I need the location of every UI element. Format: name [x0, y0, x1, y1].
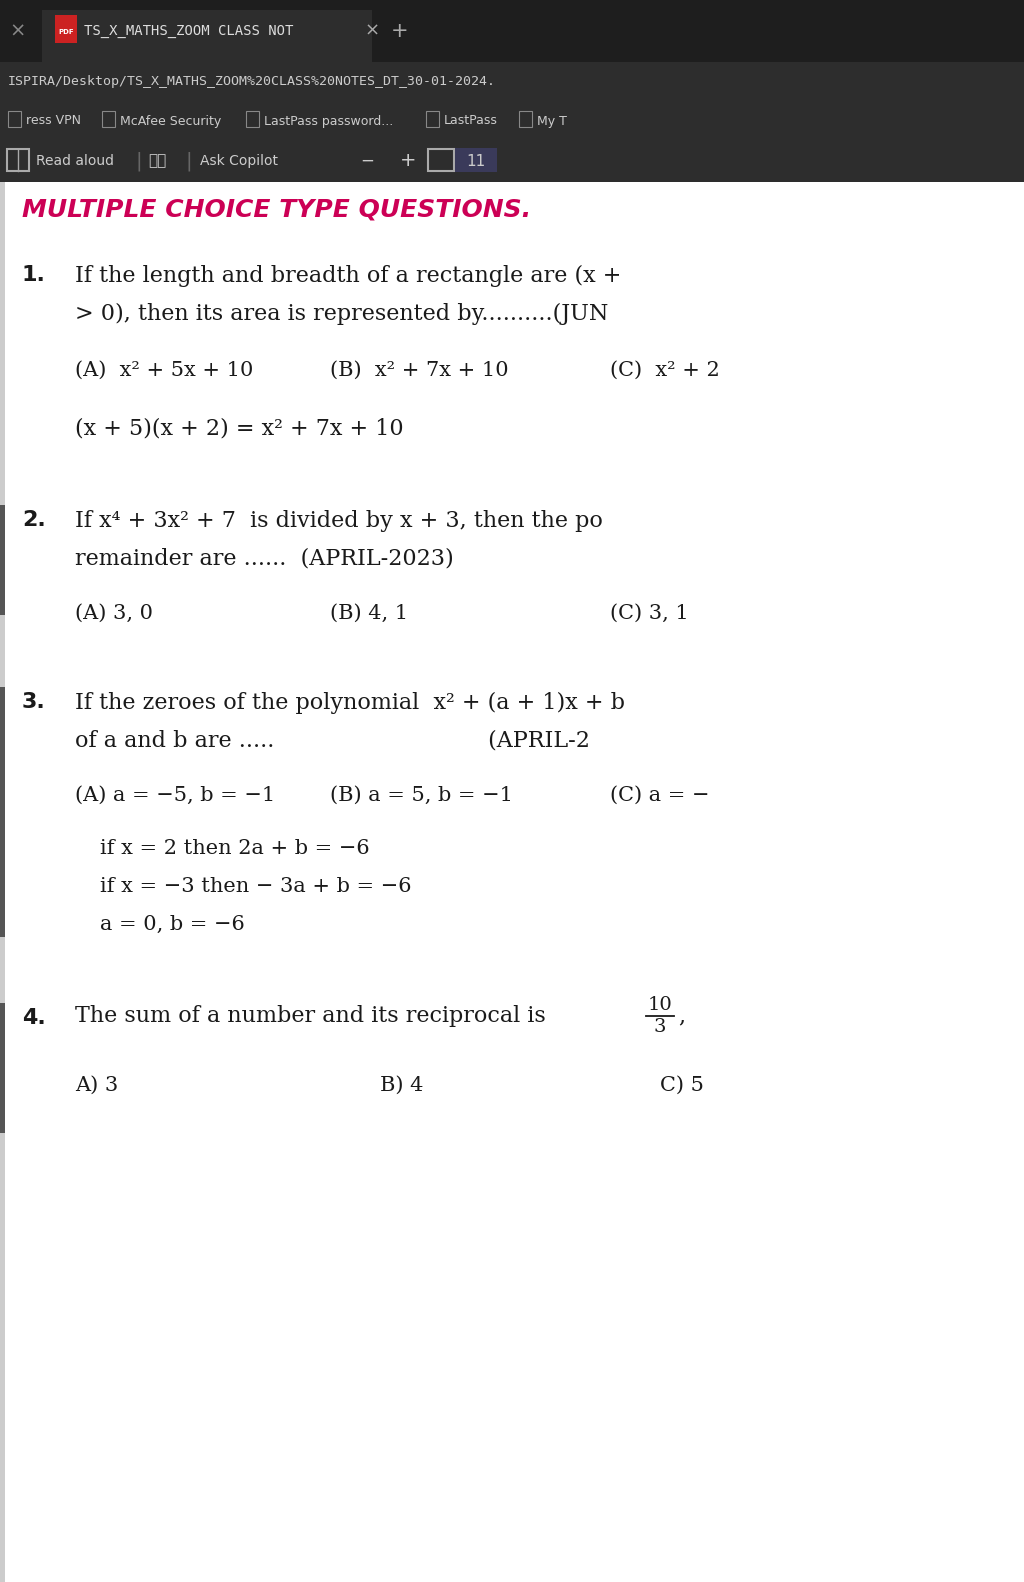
Bar — [0, 62, 1024, 101]
Text: LastPass password...: LastPass password... — [263, 114, 393, 128]
Bar — [246, 111, 259, 127]
Text: (x + 5)(x + 2) = x² + 7x + 10: (x + 5)(x + 2) = x² + 7x + 10 — [75, 418, 403, 438]
Text: ress VPN: ress VPN — [26, 114, 81, 128]
Text: a = 0, b = −6: a = 0, b = −6 — [100, 914, 245, 933]
Text: (B) 4, 1: (B) 4, 1 — [330, 604, 409, 623]
Bar — [519, 111, 532, 127]
Bar — [8, 111, 22, 127]
Bar — [426, 111, 438, 127]
Text: My T: My T — [538, 114, 567, 128]
Text: ×: × — [365, 22, 380, 40]
Text: (A)  x² + 5x + 10: (A) x² + 5x + 10 — [75, 361, 253, 380]
Text: 3.: 3. — [22, 691, 46, 712]
Text: of a and b are .....                              (APRIL-2: of a and b are ..... (APRIL-2 — [75, 729, 590, 751]
Bar — [455, 149, 497, 172]
Bar — [101, 111, 115, 127]
Bar — [0, 182, 1024, 1582]
Text: +: + — [400, 152, 417, 171]
Bar — [0, 1003, 5, 1133]
Bar — [0, 139, 1024, 182]
Text: McAfee Security: McAfee Security — [120, 114, 221, 128]
Text: |: | — [135, 152, 141, 171]
Text: TS_X_MATHS_ZOOM CLASS NOT: TS_X_MATHS_ZOOM CLASS NOT — [84, 24, 293, 38]
Text: Read aloud: Read aloud — [36, 153, 114, 168]
Text: (A) a = −5, b = −1: (A) a = −5, b = −1 — [75, 786, 275, 805]
Bar — [42, 9, 372, 62]
Bar — [519, 111, 532, 127]
Text: if x = −3 then − 3a + b = −6: if x = −3 then − 3a + b = −6 — [100, 876, 412, 895]
Text: 3: 3 — [653, 1017, 667, 1036]
Text: If the zeroes of the polynomial  x² + (a + 1)x + b: If the zeroes of the polynomial x² + (a … — [75, 691, 625, 713]
Text: Ask Copilot: Ask Copilot — [200, 153, 278, 168]
Text: ISPIRA/Desktop/TS_X_MATHS_ZOOM%20CLASS%20NOTES_DT_30-01-2024.: ISPIRA/Desktop/TS_X_MATHS_ZOOM%20CLASS%2… — [8, 76, 496, 89]
Bar — [0, 505, 5, 615]
Text: PDF: PDF — [58, 28, 74, 35]
Text: +: + — [391, 21, 409, 41]
Text: B) 4: B) 4 — [380, 1076, 423, 1095]
Bar — [0, 0, 1024, 62]
Text: 1.: 1. — [22, 266, 46, 285]
Text: −: − — [360, 152, 374, 169]
Text: 4.: 4. — [22, 1008, 46, 1028]
Text: LastPass: LastPass — [443, 114, 498, 128]
Text: அஅ: அஅ — [148, 153, 166, 169]
Text: (A) 3, 0: (A) 3, 0 — [75, 604, 153, 623]
Bar — [0, 182, 5, 1582]
Text: ×: × — [10, 22, 27, 41]
Text: 10: 10 — [647, 997, 673, 1014]
Text: MULTIPLE CHOICE TYPE QUESTIONS.: MULTIPLE CHOICE TYPE QUESTIONS. — [22, 198, 531, 221]
Bar — [0, 101, 1024, 139]
Bar — [426, 111, 438, 127]
Text: |: | — [185, 152, 191, 171]
Bar — [55, 14, 77, 43]
Bar — [8, 111, 22, 127]
Text: (C) a = −: (C) a = − — [610, 786, 710, 805]
Text: C) 5: C) 5 — [660, 1076, 703, 1095]
Bar — [7, 149, 29, 171]
Text: The sum of a number and its reciprocal is: The sum of a number and its reciprocal i… — [75, 1005, 546, 1027]
Text: (C)  x² + 2: (C) x² + 2 — [610, 361, 720, 380]
Text: (C) 3, 1: (C) 3, 1 — [610, 604, 689, 623]
Text: 11: 11 — [466, 153, 485, 169]
Bar — [0, 687, 5, 937]
Text: 2.: 2. — [22, 509, 46, 530]
Text: if x = 2 then 2a + b = −6: if x = 2 then 2a + b = −6 — [100, 838, 370, 857]
Text: ,: , — [678, 1005, 685, 1027]
Text: (B)  x² + 7x + 10: (B) x² + 7x + 10 — [330, 361, 509, 380]
Bar — [246, 111, 259, 127]
Text: (B) a = 5, b = −1: (B) a = 5, b = −1 — [330, 786, 513, 805]
Text: If x⁴ + 3x² + 7  is divided by x + 3, then the po: If x⁴ + 3x² + 7 is divided by x + 3, the… — [75, 509, 603, 532]
Text: remainder are ......  (APRIL-2023): remainder are ...... (APRIL-2023) — [75, 547, 454, 570]
Bar — [101, 111, 115, 127]
Bar — [428, 149, 454, 171]
Text: A) 3: A) 3 — [75, 1076, 118, 1095]
Text: If the length and breadth of a rectangle are (x +: If the length and breadth of a rectangle… — [75, 266, 622, 286]
Text: > 0), then its area is represented by..........(JUN: > 0), then its area is represented by...… — [75, 304, 608, 324]
